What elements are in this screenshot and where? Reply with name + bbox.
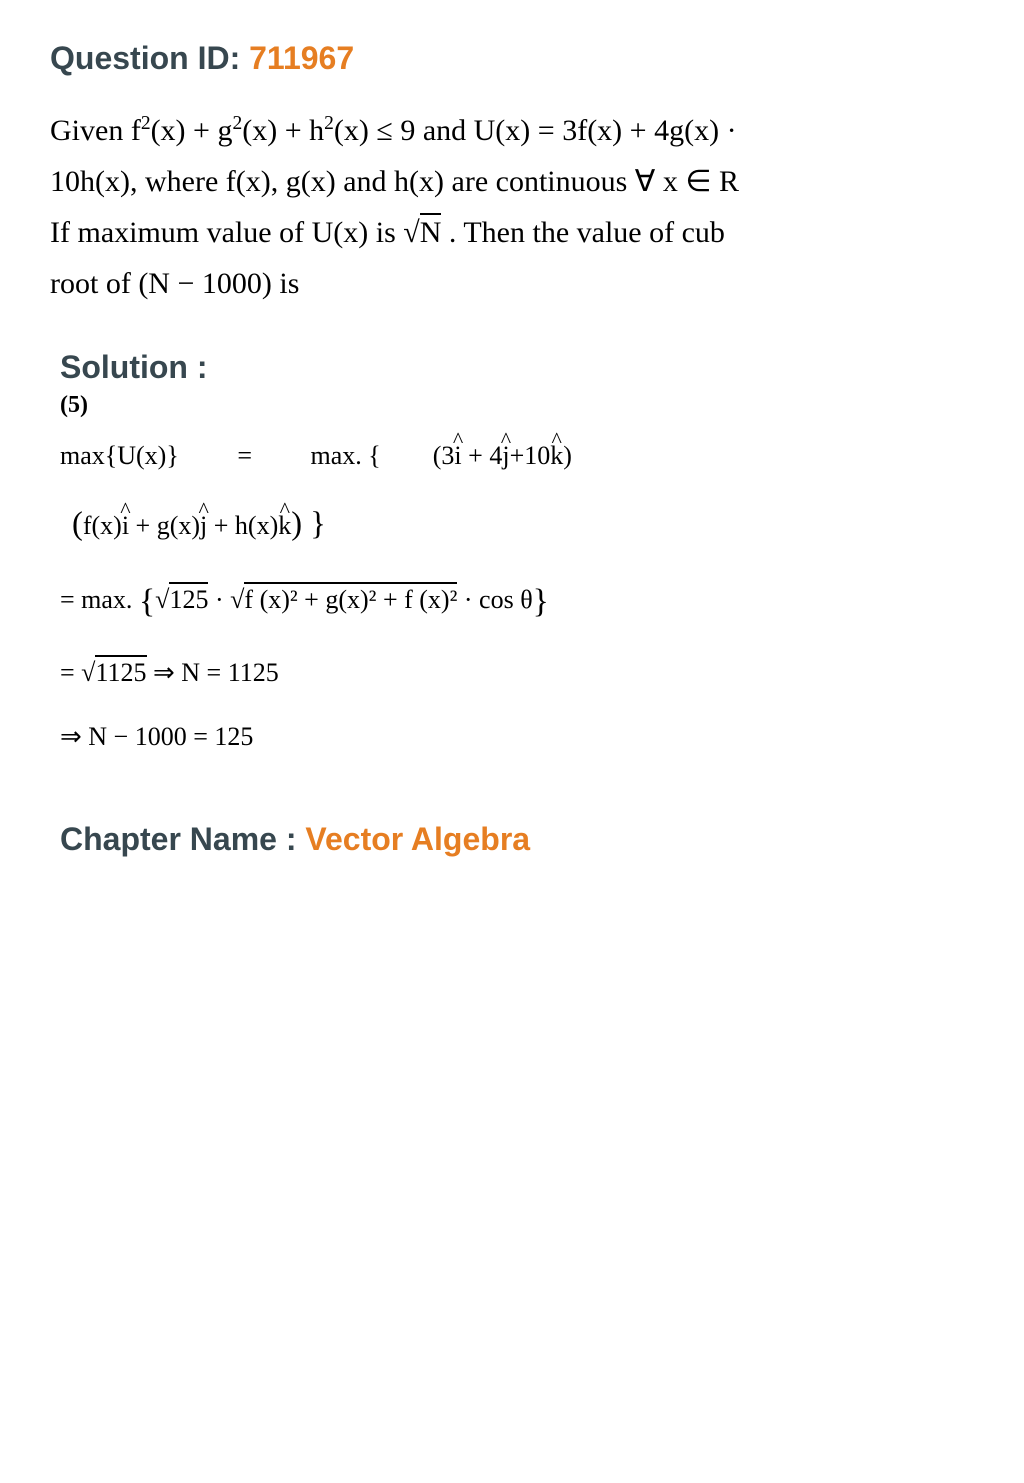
solution-answer: (5)	[60, 392, 974, 419]
i-hat-icon: i	[454, 431, 461, 480]
solution-body: max{U(x)} = max. { (3i + 4j+10k) (f(x)i …	[60, 431, 974, 761]
question-id-heading: Question ID: 711967	[50, 40, 974, 77]
solution-line-1: max{U(x)} = max. { (3i + 4j+10k)	[60, 431, 974, 480]
sqrt-1125: 1125	[95, 655, 146, 687]
sqrt-125: 125	[169, 582, 208, 614]
sol-l1-vec-pre: (3	[433, 441, 455, 470]
problem-line1-a: Given f	[50, 114, 141, 147]
j-hat-icon: j	[502, 431, 509, 480]
chapter-label: Chapter Name :	[60, 821, 297, 857]
problem-line3-a: If maximum value of U(x) is	[50, 216, 403, 249]
sol-l1-lhs: max{U(x)}	[60, 441, 179, 470]
problem-line1-c: (x) + h	[242, 114, 324, 147]
question-id-label: Question ID:	[50, 40, 240, 76]
problem-line1-b: (x) + g	[151, 114, 233, 147]
solution-line-2: (f(x)i + g(x)j + h(x)k) }	[72, 494, 974, 556]
solution-line-4: = √1125 ⇒ N = 1125	[60, 648, 974, 697]
chapter-heading: Chapter Name : Vector Algebra	[60, 821, 974, 858]
solution-line-5: ⇒ N − 1000 = 125	[60, 712, 974, 761]
sqrt-fgh: f (x)² + g(x)² + f (x)²	[244, 582, 457, 614]
chapter-value: Vector Algebra	[305, 821, 530, 857]
k-hat-icon: k	[278, 501, 291, 550]
sol-l1-max: max. {	[311, 441, 381, 470]
problem-line2: 10h(x), where f(x), g(x) and h(x) are co…	[50, 165, 739, 198]
sqrt-N: N	[420, 213, 442, 249]
brace-left-icon	[139, 585, 155, 614]
problem-line1-d: (x) ≤ 9 and U(x) = 3f(x) + 4g(x) ·	[334, 114, 737, 147]
sol-l1-eq: =	[237, 441, 252, 470]
i-hat-icon: i	[122, 501, 129, 550]
question-id-value: 711967	[249, 40, 354, 76]
problem-statement: Given f2(x) + g2(x) + h2(x) ≤ 9 and U(x)…	[50, 105, 974, 309]
problem-line3-b: . Then the value of cub	[441, 216, 725, 249]
j-hat-icon: j	[200, 501, 207, 550]
problem-line4: root of (N − 1000) is	[50, 267, 299, 300]
k-hat-icon: k	[550, 431, 563, 480]
solution-line-3: = max. √125 · √f (x)² + g(x)² + f (x)² ·…	[60, 570, 974, 634]
brace-right-icon	[533, 585, 549, 614]
solution-heading: Solution :	[60, 349, 974, 386]
